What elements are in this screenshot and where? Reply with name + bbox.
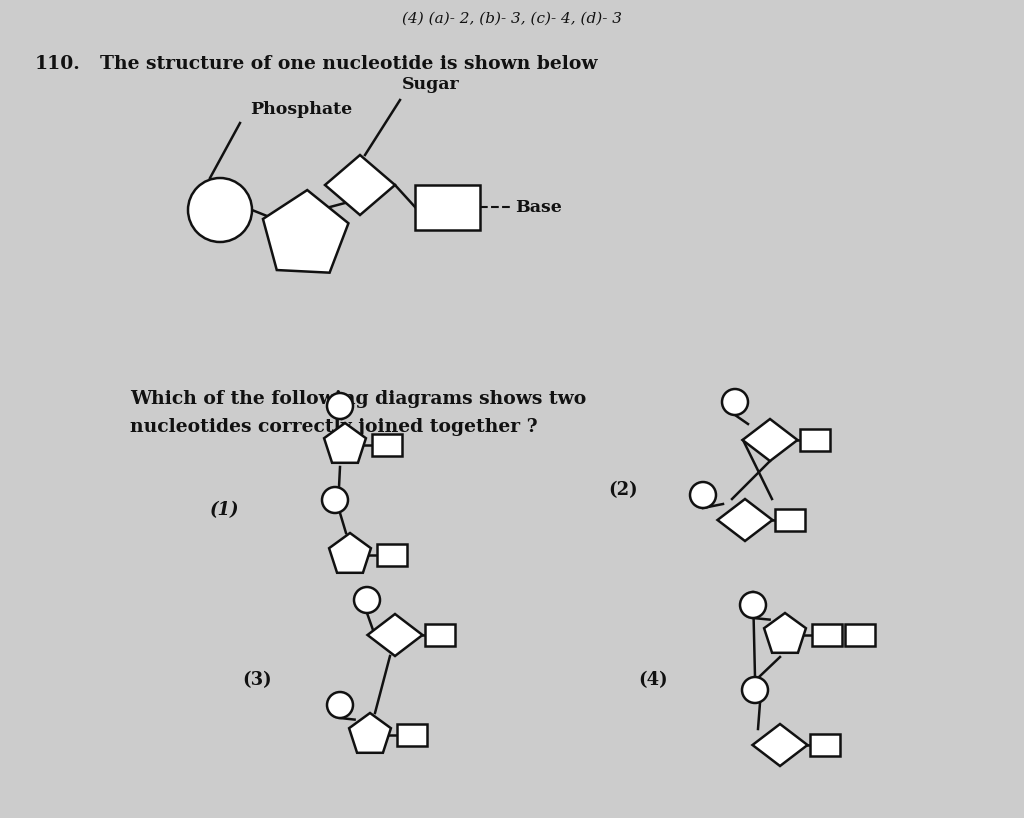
Text: (1): (1) — [210, 501, 240, 519]
Text: (3): (3) — [242, 671, 271, 689]
Polygon shape — [742, 419, 798, 461]
Polygon shape — [324, 423, 366, 463]
Circle shape — [188, 178, 252, 242]
Circle shape — [327, 692, 353, 718]
Text: Which of the following diagrams shows two: Which of the following diagrams shows tw… — [130, 390, 587, 408]
Bar — [425, 624, 455, 646]
Circle shape — [690, 482, 716, 508]
Text: (4) (a)- 2, (b)- 3, (c)- 4, (d)- 3: (4) (a)- 2, (b)- 3, (c)- 4, (d)- 3 — [402, 12, 622, 26]
Polygon shape — [753, 724, 808, 766]
Polygon shape — [263, 190, 348, 272]
Text: Base: Base — [515, 199, 562, 215]
Bar — [397, 724, 427, 746]
Text: The structure of one nucleotide is shown below: The structure of one nucleotide is shown… — [100, 55, 597, 73]
Circle shape — [722, 389, 748, 415]
Polygon shape — [329, 533, 371, 573]
Bar — [377, 544, 407, 566]
Bar — [810, 734, 840, 756]
Circle shape — [327, 393, 353, 419]
Bar — [800, 429, 830, 451]
Polygon shape — [349, 713, 391, 753]
Polygon shape — [325, 155, 395, 215]
Circle shape — [354, 587, 380, 613]
Text: nucleotides correctly joined together ?: nucleotides correctly joined together ? — [130, 418, 538, 436]
Polygon shape — [718, 499, 772, 541]
Bar — [372, 434, 402, 456]
Bar — [812, 624, 842, 646]
Text: (2): (2) — [608, 481, 638, 499]
Text: Phosphate: Phosphate — [250, 101, 352, 118]
Polygon shape — [368, 614, 423, 656]
Circle shape — [740, 592, 766, 618]
Bar — [415, 185, 480, 230]
Text: 110.: 110. — [35, 55, 81, 73]
Circle shape — [742, 677, 768, 703]
Text: (4): (4) — [638, 671, 668, 689]
Circle shape — [322, 487, 348, 513]
Text: Sugar: Sugar — [402, 76, 460, 93]
Bar — [775, 509, 805, 531]
Polygon shape — [764, 613, 806, 653]
Bar — [845, 624, 874, 646]
